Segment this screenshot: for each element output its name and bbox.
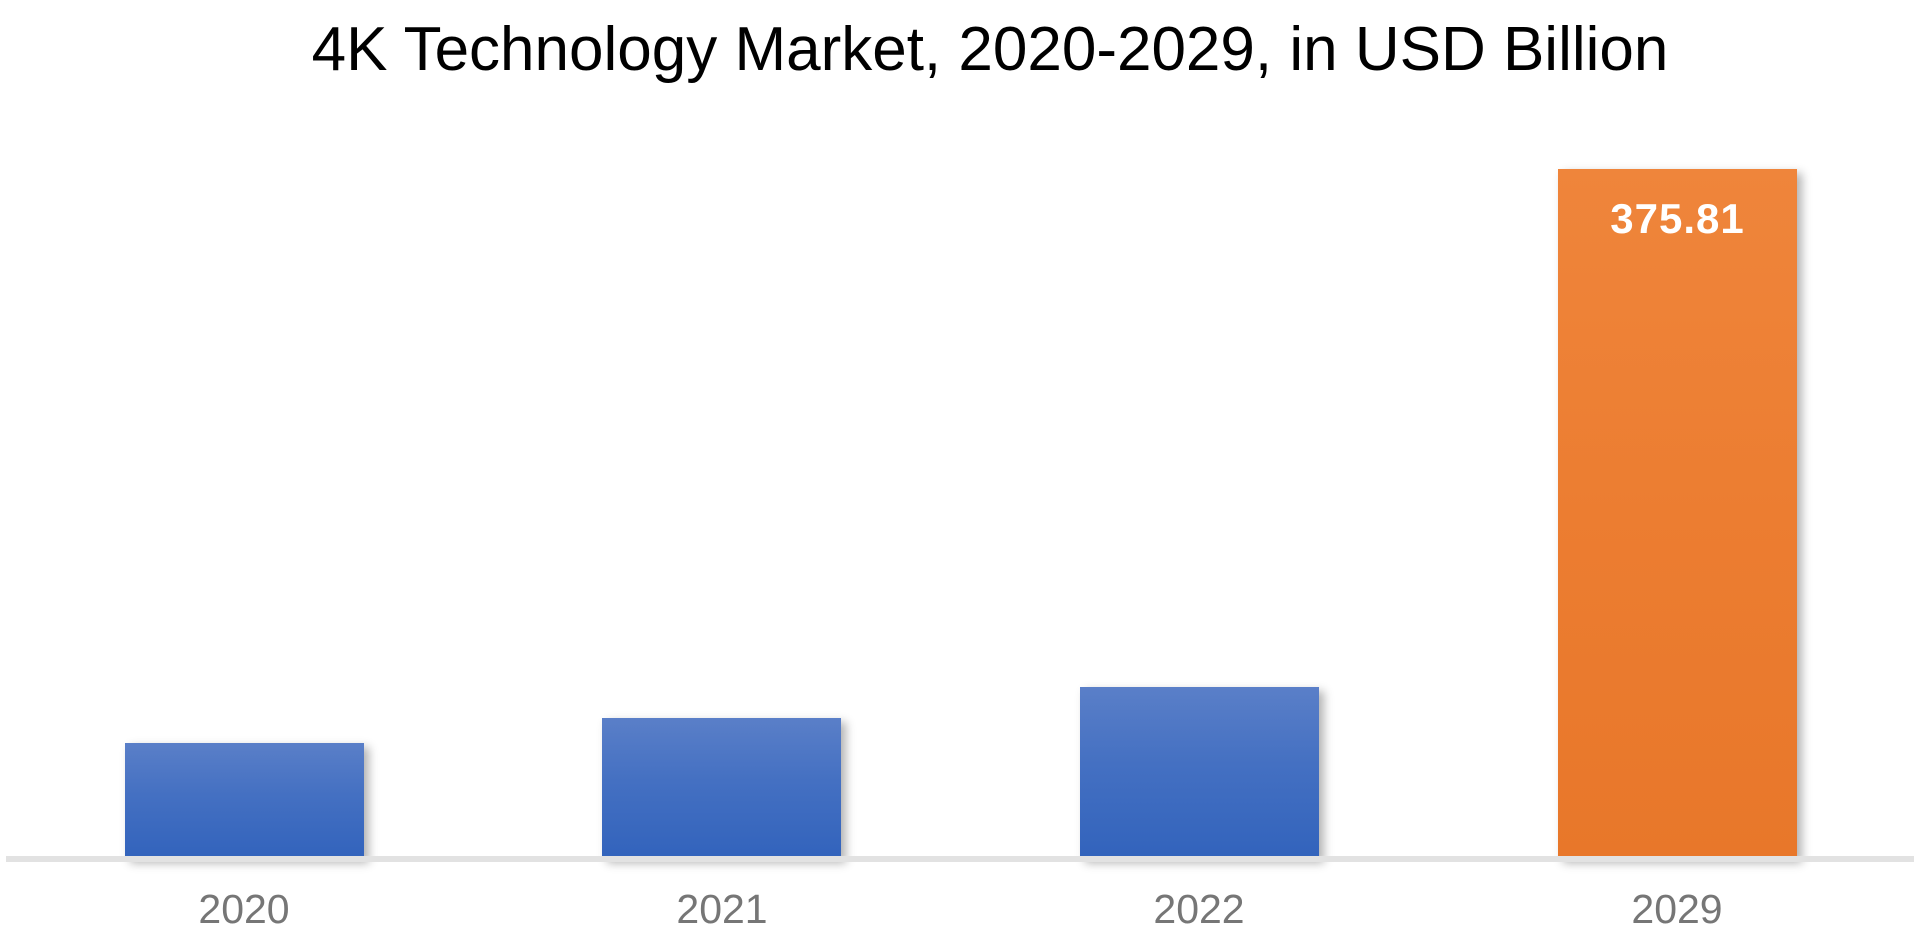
chart-title: 4K Technology Market, 2020-2029, in USD … xyxy=(311,15,1669,84)
x-tick-2029: 2029 xyxy=(1631,886,1723,932)
x-tick-2022: 2022 xyxy=(1153,886,1245,932)
bar-2029 xyxy=(1558,169,1797,859)
bar-2021 xyxy=(602,718,841,859)
x-tick-2020: 2020 xyxy=(198,886,290,932)
bar-2022 xyxy=(1080,687,1319,859)
data-label-2029: 375.81 xyxy=(1610,195,1745,242)
x-axis-line xyxy=(6,856,1914,862)
bar-2020 xyxy=(125,743,364,859)
x-tick-2021: 2021 xyxy=(676,886,768,932)
